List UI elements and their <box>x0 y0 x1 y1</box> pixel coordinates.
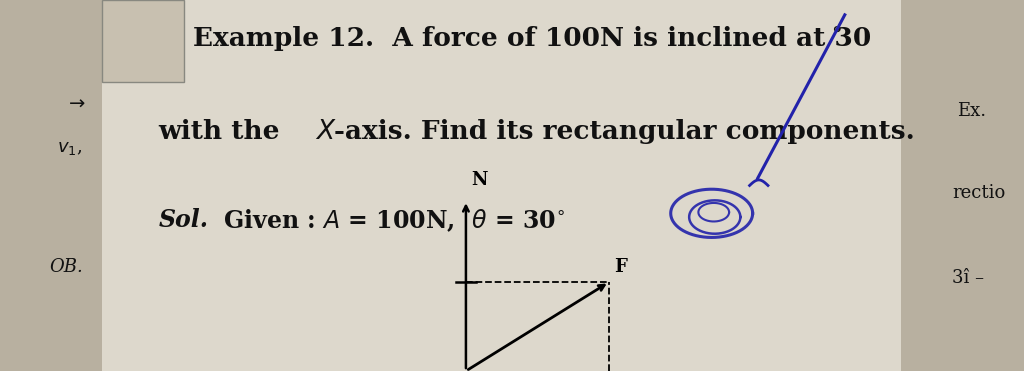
Text: Sol.: Sol. <box>159 208 209 232</box>
Text: N: N <box>471 171 487 189</box>
Text: °: ° <box>831 26 842 46</box>
Text: Given : $\mathit{A}$ = 100N,  $\mathit{\theta}$ = 30$^{\circ}$: Given : $\mathit{A}$ = 100N, $\mathit{\t… <box>215 208 565 234</box>
Text: with the: with the <box>159 119 290 144</box>
Text: →: → <box>69 94 85 114</box>
Text: $\it{X}$: $\it{X}$ <box>315 119 337 144</box>
Text: $v_1$,: $v_1$, <box>57 139 82 157</box>
Text: F: F <box>614 258 628 276</box>
Text: rectio: rectio <box>952 184 1006 202</box>
Text: -axis. Find its rectangular components.: -axis. Find its rectangular components. <box>334 119 914 144</box>
Text: Ex.: Ex. <box>957 102 986 120</box>
Text: Example 12.  A force of 100N is inclined at 30: Example 12. A force of 100N is inclined … <box>194 26 871 51</box>
FancyBboxPatch shape <box>102 0 184 82</box>
Text: 3î –: 3î – <box>952 269 984 287</box>
Text: OB.: OB. <box>50 258 83 276</box>
FancyBboxPatch shape <box>102 0 901 371</box>
